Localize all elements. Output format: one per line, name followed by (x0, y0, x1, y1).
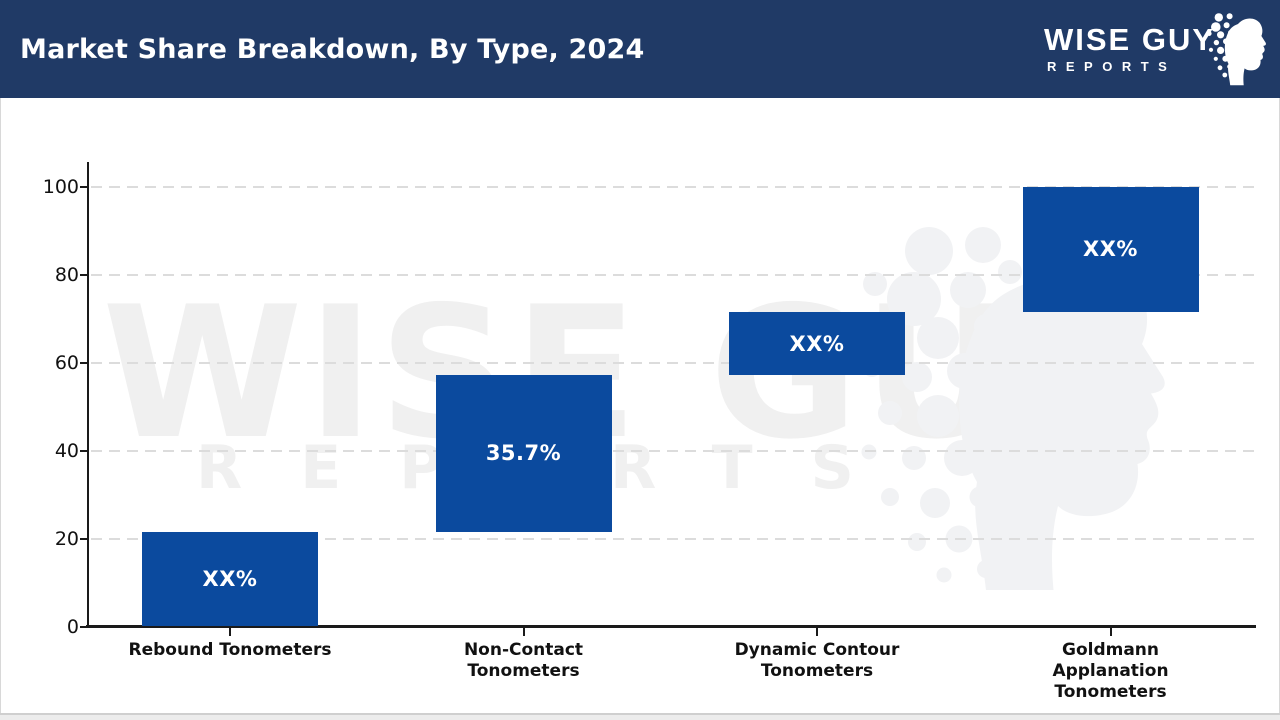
y-axis-tick-mark (80, 273, 88, 276)
y-axis-tick-label: 60 (54, 351, 79, 374)
bar-segment: XX% (142, 531, 318, 627)
x-axis-tick-mark (1109, 628, 1112, 636)
x-axis-tick-mark (522, 628, 525, 636)
y-axis-tick-label: 0 (66, 615, 79, 638)
x-axis-category-label: Non-Contact Tonometers (463, 640, 584, 681)
x-axis-category-label: Rebound Tonometers (128, 640, 332, 660)
x-axis-category-label: Dynamic Contour Tonometers (734, 640, 900, 681)
gridline (91, 449, 1256, 452)
y-axis-tick-mark (80, 449, 88, 452)
x-axis-category-label: Goldmann Applanation Tonometers (1052, 640, 1169, 702)
brand-name: WISE GUY (1044, 22, 1216, 57)
brand-logo: WISE GUY REPORTS (1016, 8, 1268, 90)
brand-logo-text: WISE GUY REPORTS (1044, 22, 1216, 75)
y-axis-tick-mark (80, 185, 88, 188)
y-axis-tick-label: 40 (54, 439, 79, 462)
bar-segment: 35.7% (435, 374, 612, 532)
bar-value-label: XX% (1083, 237, 1138, 262)
header-banner: Market Share Breakdown, By Type, 2024 WI… (0, 0, 1280, 98)
x-axis-line (86, 625, 1256, 628)
y-axis-tick-label: 20 (54, 527, 79, 550)
bar-value-label: XX% (202, 567, 258, 592)
watermark-head-icon (861, 227, 1165, 590)
brand-head-icon (1206, 13, 1266, 86)
x-axis-tick-mark (816, 628, 818, 636)
x-axis-tick-mark (229, 628, 231, 636)
bar-value-label: XX% (789, 331, 845, 356)
bar-segment: XX% (1022, 186, 1199, 313)
bottom-divider (0, 713, 1280, 715)
y-axis-tick-mark (80, 625, 88, 628)
brand-subtitle: REPORTS (1047, 59, 1177, 74)
gridline (91, 361, 1256, 364)
bar-segment: XX% (729, 312, 905, 375)
gridline (91, 273, 1256, 276)
chart-title: Market Share Breakdown, By Type, 2024 (20, 33, 645, 65)
y-axis-tick-mark (80, 537, 88, 540)
y-axis-tick-label: 80 (54, 263, 79, 286)
y-axis-line (87, 162, 89, 628)
bar-value-label: 35.7% (485, 441, 562, 466)
y-axis-tick-mark (80, 361, 88, 364)
y-axis-tick-label: 100 (42, 175, 79, 198)
gridline (91, 185, 1256, 188)
gridline (91, 537, 1256, 540)
